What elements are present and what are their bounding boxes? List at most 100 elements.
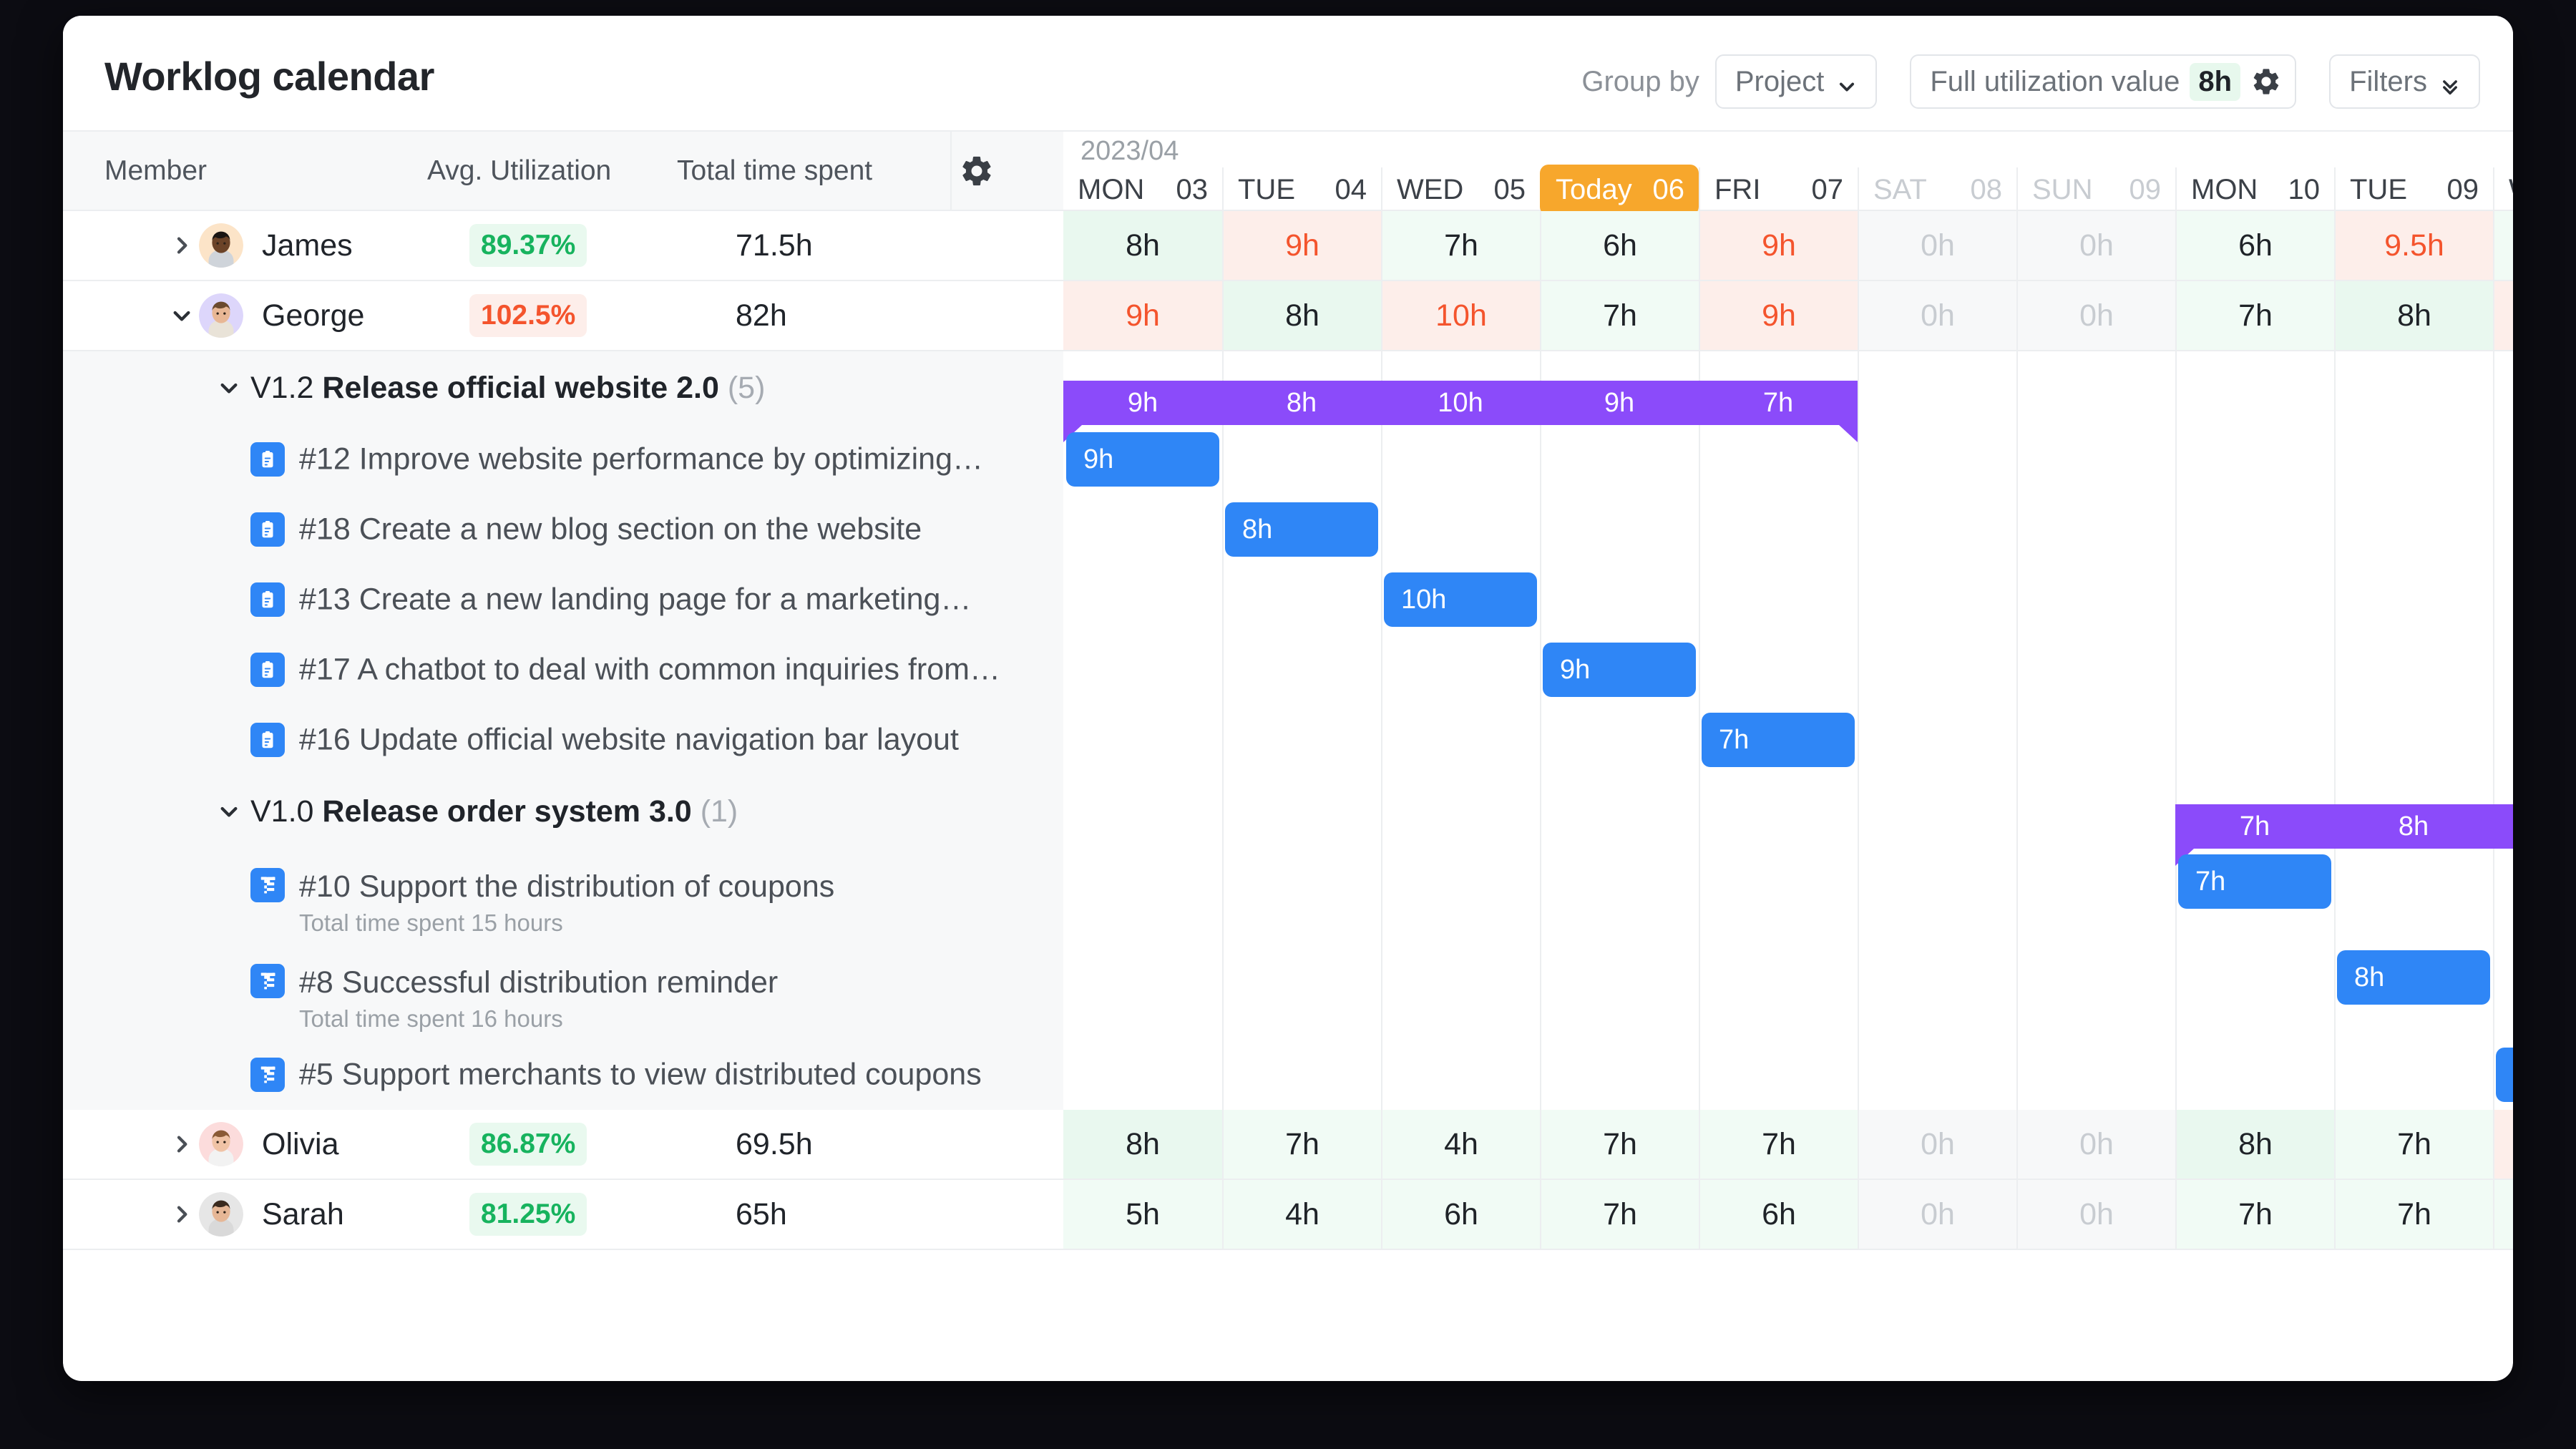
task-title[interactable]: #8 Successful distribution reminder [299,965,779,1000]
member-row-sarah[interactable]: 5h 4h 6h 7h 6h 0h 0h 7h 7h Sarah 81.25% 65h [63,1180,2513,1250]
group-expand-toggle[interactable] [215,797,243,826]
task-title[interactable]: #17 A chatbot to deal with common inquir… [299,652,1000,687]
calendar-cell[interactable]: 0h [1858,281,2016,351]
task-bar[interactable]: 10h [1384,572,1537,627]
task-row-left[interactable]: #5 Support merchants to view distributed… [63,1040,1063,1110]
calendar-cell[interactable]: 9 [2493,281,2513,351]
task-bar[interactable]: 8h [1225,502,1378,557]
calendar-cell[interactable]: 8h [2175,1110,2334,1180]
calendar-cell[interactable]: 0h [1858,1180,2016,1250]
task-title[interactable]: #12 Improve website performance by optim… [299,441,983,477]
calendar-cell[interactable]: 9h [1699,211,1858,281]
calendar-cell[interactable]: 4h [1381,1110,1540,1180]
expand-toggle-james[interactable] [167,231,196,260]
day-number: 09 [2446,174,2479,205]
calendar-day-header-9[interactable]: WED [2493,167,2513,213]
task-row-left[interactable]: #13 Create a new landing page for a mark… [63,565,1063,635]
task-title[interactable]: #10 Support the distribution of coupons [299,869,835,904]
calendar-cell[interactable]: 0h [2016,1110,2175,1180]
calendar-cell[interactable]: 6h [1699,1180,1858,1250]
expand-toggle-sarah[interactable] [167,1200,196,1229]
calendar-cell[interactable]: 8h [1063,1110,1222,1180]
task-issue-icon [250,868,285,902]
member-row-olivia[interactable]: 8h7h4h7h7h0h0h8h7h8Olivia86.87%69.5h [63,1110,2513,1180]
calendar-cell[interactable]: 7h [2175,1180,2334,1250]
project-group-row-left[interactable]: V1.0 Release order system 3.0 (1) [63,775,1063,848]
task-title[interactable]: #18 Create a new blog section on the web… [299,512,922,547]
calendar-cell[interactable]: 10h [1381,281,1540,351]
calendar-day-header-1[interactable]: TUE 04 [1222,167,1381,213]
task-title[interactable]: #5 Support merchants to view distributed… [299,1057,982,1092]
task-row-left[interactable]: #17 A chatbot to deal with common inquir… [63,635,1063,705]
summary-segment: 9h [1127,387,1158,418]
calendar-day-header-7[interactable]: MON 10 [2175,167,2334,213]
member-row-james[interactable]: 8h 9h 7h 6h 9h 0h 0h 6h 9.5h James 89.37% 71.5h [63,211,2513,281]
calendar-day-header-4[interactable]: FRI 07 [1699,167,1858,213]
task-bar[interactable]: 9h [1543,643,1696,697]
column-settings-button[interactable] [950,132,1001,210]
calendar-cell[interactable]: 9h [1063,281,1222,351]
group-expand-toggle[interactable] [215,374,243,402]
gear-icon[interactable] [2250,66,2282,97]
calendar-cell[interactable]: 0h [1858,211,2016,281]
task-bar[interactable]: 8h [2337,950,2490,1005]
calendar-day-header-5[interactable]: SAT 08 [1858,167,2016,213]
calendar-cell[interactable]: 8h [2334,281,2493,351]
calendar-cell[interactable]: 4h [1222,1180,1381,1250]
calendar-cell[interactable]: 0h [2016,211,2175,281]
project-group-row-left[interactable]: V1.2 Release official website 2.0 (5) [63,351,1063,424]
calendar-cell[interactable]: 8h [1222,281,1381,351]
calendar-cell[interactable] [2493,211,2513,281]
calendar-cell[interactable]: 7h [1540,1110,1699,1180]
full-utilization-control[interactable]: Full utilization value 8h [1910,54,2297,109]
task-row-left[interactable]: #12 Improve website performance by optim… [63,424,1063,494]
row-calendar-grid [1063,1040,2513,1110]
calendar-cell[interactable]: 7h [1540,1180,1699,1250]
calendar-cell[interactable]: 6h [2175,211,2334,281]
task-bar[interactable]: 7h [2178,854,2331,909]
task-row-left[interactable]: #10 Support the distribution of coupons T… [63,848,1063,944]
task-row-left[interactable]: #18 Create a new blog section on the web… [63,494,1063,565]
calendar-cell[interactable] [2493,1180,2513,1250]
calendar-cell[interactable]: 0h [1858,1110,2016,1180]
member-row-george[interactable]: 9h8h10h7h9h0h0h7h8h9George102.5%82h [63,281,2513,351]
group-by-select[interactable]: Project [1714,54,1878,109]
summary-segment: 9h [1604,387,1635,418]
calendar-day-header-8[interactable]: TUE 09 [2334,167,2493,213]
calendar-day-header-6[interactable]: SUN 09 [2016,167,2175,213]
calendar-cell[interactable]: 6h [1540,211,1699,281]
calendar-cell[interactable]: 0h [2016,1180,2175,1250]
task-bar[interactable]: 9h [2496,1048,2513,1102]
total-time-spent-value: 65h [736,1196,787,1231]
calendar-cell[interactable]: 7h [2334,1110,2493,1180]
calendar-cell[interactable]: 0h [2016,281,2175,351]
calendar-day-header-2[interactable]: WED 05 [1381,167,1540,213]
project-summary-bar[interactable]: 7h 8h 9h [2175,804,2513,866]
task-bar[interactable]: 9h [1066,432,1219,487]
calendar-cell[interactable]: 5h [1063,1180,1222,1250]
task-bar[interactable]: 7h [1702,713,1855,767]
calendar-day-header-3[interactable]: Today 06 [1540,165,1699,215]
expand-toggle-olivia[interactable] [167,1130,196,1158]
calendar-grid-cell [1858,635,2016,705]
task-row-left[interactable]: #8 Successful distribution reminder Total… [63,944,1063,1040]
calendar-cell[interactable]: 8h [1063,211,1222,281]
filters-button[interactable]: Filters [2329,54,2480,109]
calendar-cell[interactable]: 7h [2175,281,2334,351]
calendar-cell[interactable]: 7h [1222,1110,1381,1180]
calendar-cell[interactable]: 7h [1540,281,1699,351]
calendar-cell[interactable]: 7h [2334,1180,2493,1250]
calendar-cell[interactable]: 7h [1381,211,1540,281]
project-summary-bar[interactable]: 9h 8h 10h 9h 7h [1063,381,1858,442]
task-title[interactable]: #13 Create a new landing page for a mark… [299,582,972,617]
task-row-left[interactable]: #16 Update official website navigation b… [63,705,1063,775]
task-title[interactable]: #16 Update official website navigation b… [299,722,959,757]
calendar-cell[interactable]: 9h [1222,211,1381,281]
calendar-day-header-0[interactable]: MON 03 [1063,167,1222,213]
calendar-cell[interactable]: 9h [1699,281,1858,351]
expand-toggle-george[interactable] [167,301,196,330]
calendar-cell[interactable]: 7h [1699,1110,1858,1180]
calendar-cell[interactable]: 9.5h [2334,211,2493,281]
calendar-cell[interactable]: 6h [1381,1180,1540,1250]
calendar-cell[interactable]: 8 [2493,1110,2513,1180]
